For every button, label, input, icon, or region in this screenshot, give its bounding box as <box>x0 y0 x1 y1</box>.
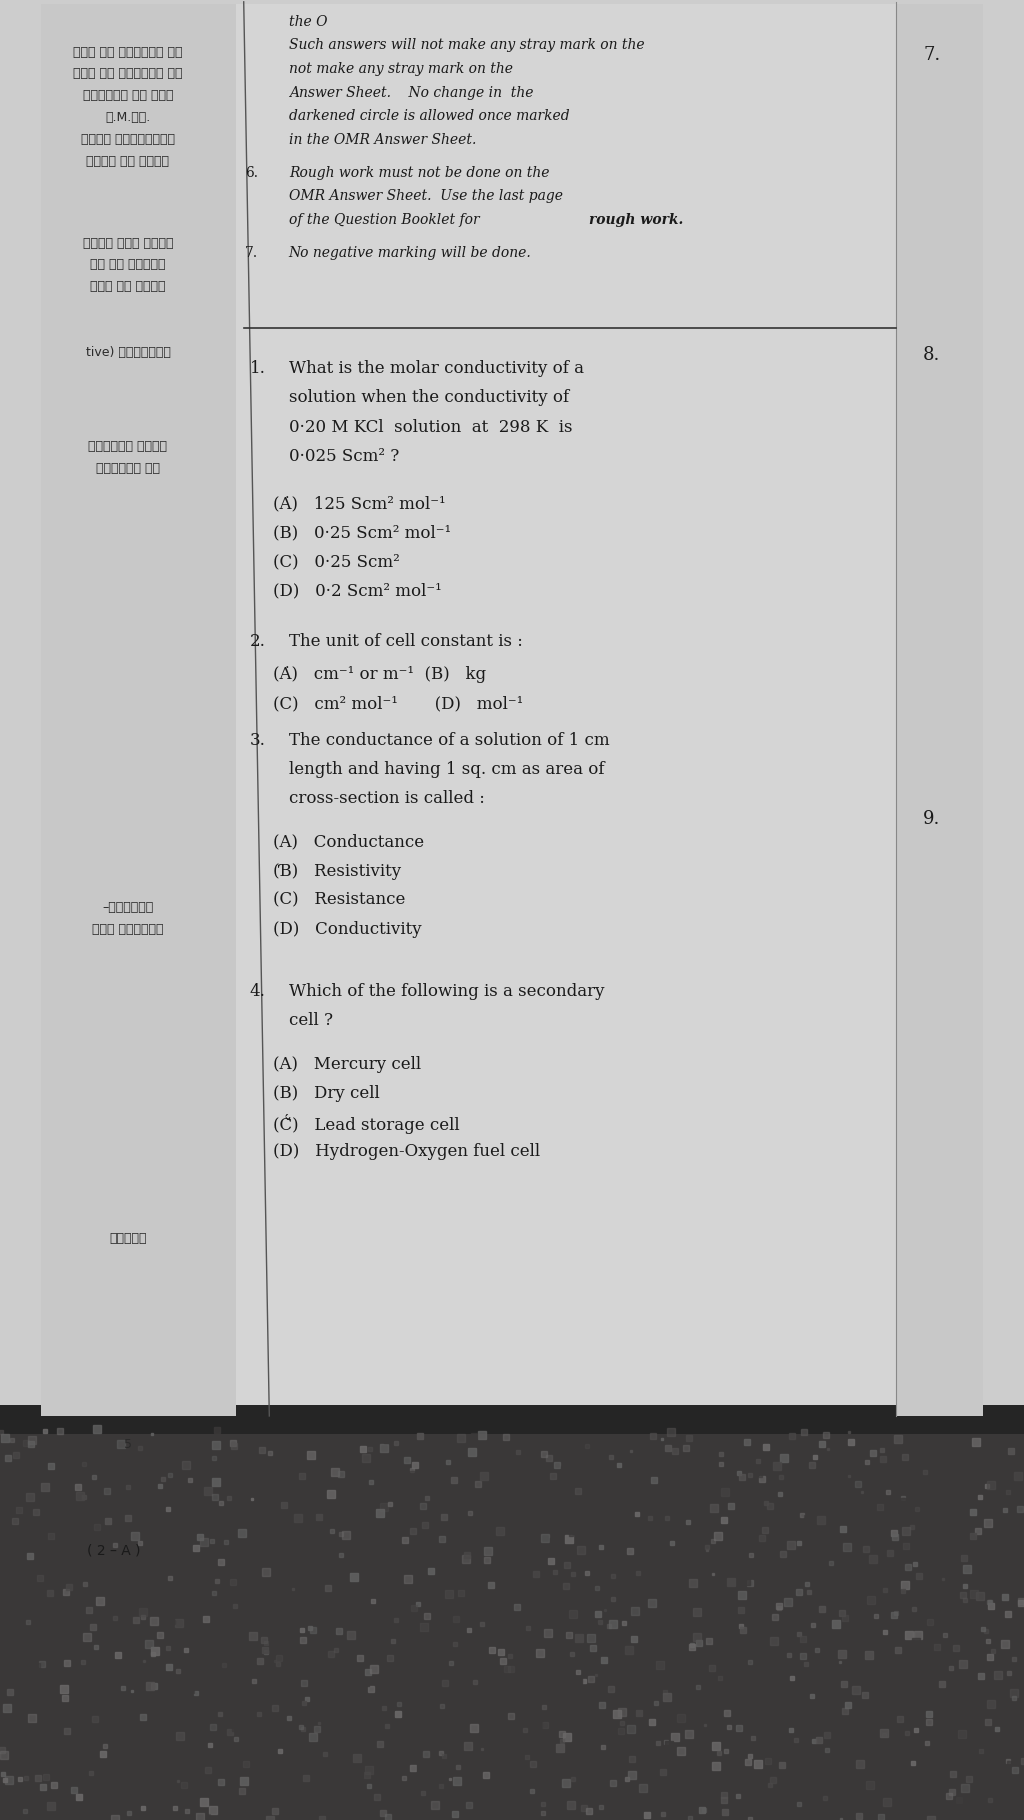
Text: ਕਾਰ ਦੇ ਉੱਤਰਾਂ ਦਾ: ਕਾਰ ਦੇ ਉੱਤਰਾਂ ਦਾ <box>74 46 182 58</box>
Text: (D)   Conductivity: (D) Conductivity <box>273 921 422 937</box>
Text: tive) ਮਾਰਕਿੰਗ: tive) ਮਾਰਕਿੰਗ <box>86 346 170 359</box>
Text: 8.: 8. <box>924 346 940 364</box>
Bar <box>0 0 1024 1420</box>
Text: cell ?: cell ? <box>289 1012 333 1028</box>
Text: in the OMR Answer Sheet.: in the OMR Answer Sheet. <box>289 133 476 147</box>
Text: 9.: 9. <box>924 810 940 828</box>
Text: ਤਰ੍ਹਾਂ ਦਾ ਕੋਈ: ਤਰ੍ਹਾਂ ਦਾ ਕੋਈ <box>83 89 173 102</box>
Text: ਰਧੇ ਕਰ ਸਕਦੇ: ਰਧੇ ਕਰ ਸਕਦੇ <box>90 280 166 293</box>
Text: ਨੂੰ ਕਹਿੰਦੇ: ਨੂੰ ਕਹਿੰਦੇ <box>92 923 164 935</box>
Text: solution when the conductivity of: solution when the conductivity of <box>289 389 569 406</box>
Text: 7.: 7. <box>924 46 940 64</box>
Text: 6.: 6. <box>245 166 258 180</box>
Text: ( 2 – A ): ( 2 – A ) <box>87 1543 140 1558</box>
Text: (C)   Resistance: (C) Resistance <box>273 892 406 908</box>
Text: –ਸੈਕਸ਼ਨ: –ਸੈਕਸ਼ਨ <box>102 901 154 914</box>
Text: ਦੇ ਲਈ ਪੂਸਤਨ: ਦੇ ਲਈ ਪੂਸਤਨ <box>90 258 166 271</box>
Text: (C)   0·25 Scm²: (C) 0·25 Scm² <box>273 553 400 570</box>
Text: 3.: 3. <box>250 732 266 748</box>
Text: (D)   0·2 Scm² mol⁻¹: (D) 0·2 Scm² mol⁻¹ <box>273 582 442 599</box>
Text: Such answers will not make any stray mark on the: Such answers will not make any stray mar… <box>289 38 644 53</box>
Text: The conductance of a solution of 1 cm: The conductance of a solution of 1 cm <box>289 732 609 748</box>
Text: ਉੱਤਰ ਚਿੰਨ੍ਹਿਤ: ਉੱਤਰ ਚਿੰਨ੍ਹਿਤ <box>81 133 175 146</box>
Text: length and having 1 sq. cm as area of: length and having 1 sq. cm as area of <box>289 761 604 777</box>
Text: The unit of cell constant is :: The unit of cell constant is : <box>289 633 522 650</box>
Text: not make any stray mark on the: not make any stray mark on the <box>289 62 513 76</box>
Text: (B)   0·25 Scm² mol⁻¹: (B) 0·25 Scm² mol⁻¹ <box>273 524 452 541</box>
Text: 2.: 2. <box>250 633 266 650</box>
Bar <box>41 4 236 1416</box>
Text: No negative marking will be done.: No negative marking will be done. <box>289 246 531 260</box>
Text: ਕਲਾਸ ਨਾ ਕੀਤਾ: ਕਲਾਸ ਨਾ ਕੀਤਾ <box>86 155 170 167</box>
Text: (Ȧ)   125 Scm² mol⁻¹: (Ȧ) 125 Scm² mol⁻¹ <box>273 495 446 511</box>
Text: 1.: 1. <box>250 360 266 377</box>
Text: (B)   Dry cell: (B) Dry cell <box>273 1085 380 1101</box>
Text: ਬੈਟਰੀ: ਬੈਟਰੀ <box>110 1232 146 1245</box>
Text: the O: the O <box>289 15 328 29</box>
Text: ਕਾਰ ਦੇ ਉੱਤਰਾਂ ਦਾ: ਕਾਰ ਦੇ ਉੱਤਰਾਂ ਦਾ <box>74 67 182 80</box>
Text: ਓ.M.ਆਰ.: ਓ.M.ਆਰ. <box>105 111 151 124</box>
Text: (Ȧ)   cm⁻¹ or m⁻¹  (B)   kg: (Ȧ) cm⁻¹ or m⁻¹ (B) kg <box>273 666 486 682</box>
Text: (C)   cm² mol⁻¹       (D)   mol⁻¹: (C) cm² mol⁻¹ (D) mol⁻¹ <box>273 695 523 712</box>
Text: Answer Sheet.    No change in  the: Answer Sheet. No change in the <box>289 86 534 100</box>
Text: (A)   Conductance: (A) Conductance <box>273 834 425 850</box>
Text: OMR Answer Sheet.  Use the last page: OMR Answer Sheet. Use the last page <box>289 189 563 204</box>
Text: cross-section is called :: cross-section is called : <box>289 790 484 806</box>
Text: rough work.: rough work. <box>589 213 683 228</box>
Text: (D)   Hydrogen-Oxygen fuel cell: (D) Hydrogen-Oxygen fuel cell <box>273 1143 541 1159</box>
Text: of the Question Booklet for: of the Question Booklet for <box>289 213 483 228</box>
Text: 0·20 M KCl  solution  at  298 K  is: 0·20 M KCl solution at 298 K is <box>289 419 572 435</box>
Text: What is the molar conductivity of a: What is the molar conductivity of a <box>289 360 584 377</box>
Bar <box>896 4 983 1416</box>
Text: 7.: 7. <box>245 246 258 260</box>
Text: 0·025 Scm² ?: 0·025 Scm² ? <box>289 448 399 464</box>
Text: (Ɓ)   Resistivity: (Ɓ) Resistivity <box>273 863 401 879</box>
Text: Which of the following is a secondary: Which of the following is a secondary <box>289 983 604 999</box>
Text: (Ć̌)   Lead storage cell: (Ć̌) Lead storage cell <box>273 1114 460 1134</box>
Text: 5: 5 <box>124 1438 132 1451</box>
Text: Rough work must not be done on the: Rough work must not be done on the <box>289 166 549 180</box>
Text: 4.: 4. <box>250 983 266 999</box>
Text: ਰਾਫ਼ ਕੰਮ ਨਹੀਂ: ਰਾਫ਼ ਕੰਮ ਨਹੀਂ <box>83 237 173 249</box>
Text: ਤਾਪਮਾਨ ਤੇ: ਤਾਪਮਾਨ ਤੇ <box>96 462 160 475</box>
Bar <box>0 1405 1024 1434</box>
Text: darkened circle is allowed once marked: darkened circle is allowed once marked <box>289 109 569 124</box>
Bar <box>0 1420 1024 1820</box>
Text: ਹੋਵੇਗੀ ਜਦੋਂ: ਹੋਵੇਗੀ ਜਦੋਂ <box>88 440 168 453</box>
Bar <box>41 4 983 1416</box>
Text: (A)   Mercury cell: (A) Mercury cell <box>273 1056 422 1072</box>
